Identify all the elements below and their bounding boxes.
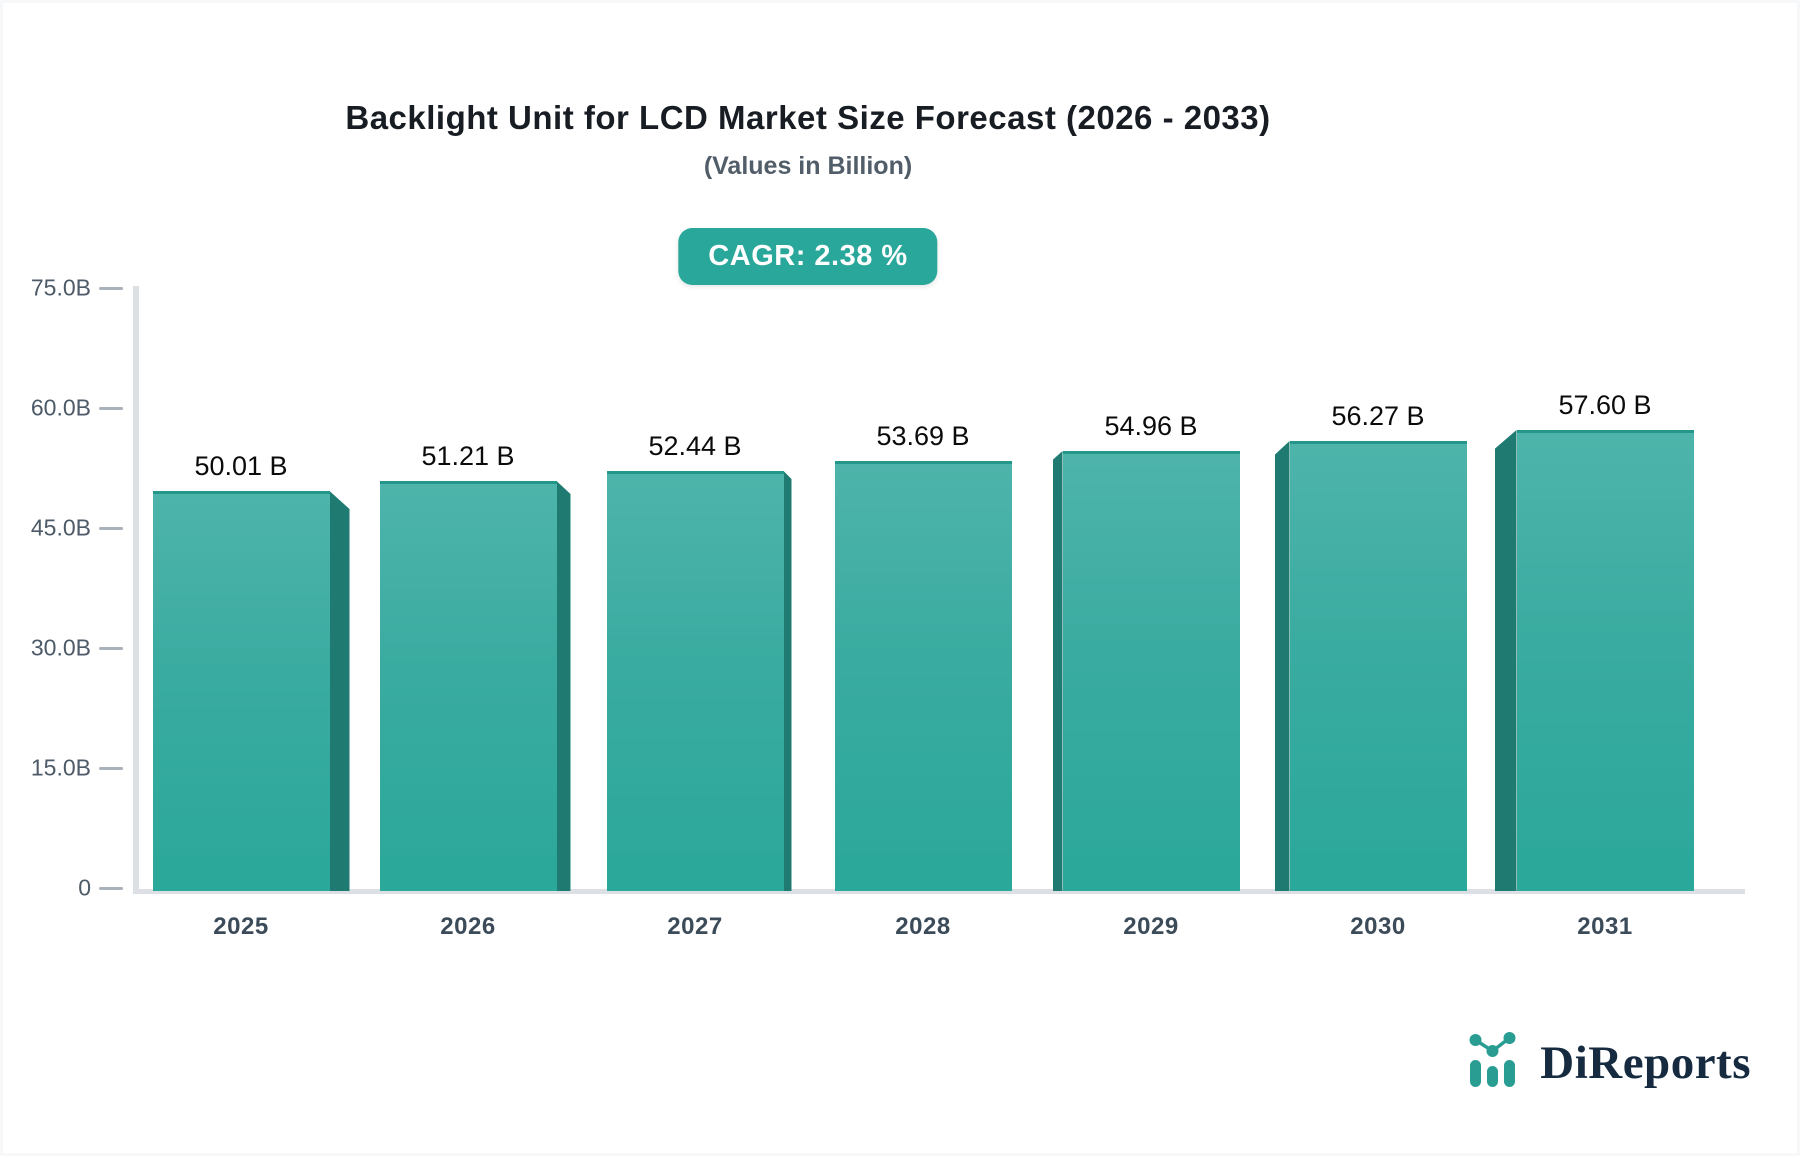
bar-2030 bbox=[1289, 441, 1467, 891]
x-axis-label-2029: 2029 bbox=[1123, 913, 1179, 940]
cagr-badge: CAGR: 2.38 % bbox=[678, 228, 938, 285]
bar-2027 bbox=[606, 471, 784, 891]
bar-3d-side-2026 bbox=[556, 481, 571, 891]
bar-2028 bbox=[834, 461, 1012, 891]
bar-3d-side-2027 bbox=[783, 471, 792, 891]
x-axis-label-2028: 2028 bbox=[895, 913, 951, 940]
y-axis-tick-label: 75.0B bbox=[30, 274, 91, 301]
bar-3d-side-2031 bbox=[1494, 430, 1517, 891]
y-axis-tick-label: 60.0B bbox=[30, 394, 91, 421]
x-axis-label-2027: 2027 bbox=[667, 913, 723, 940]
logo-text: DiReports bbox=[1540, 1037, 1751, 1089]
bar-2025 bbox=[152, 491, 330, 891]
bar-2026 bbox=[379, 481, 557, 891]
x-axis-label-2031: 2031 bbox=[1577, 913, 1633, 940]
bar-value-label-2029: 54.96 B bbox=[1104, 411, 1198, 441]
x-axis-label-2026: 2026 bbox=[440, 913, 496, 940]
x-axis-label-2025: 2025 bbox=[213, 913, 269, 940]
y-axis-tick bbox=[99, 527, 123, 530]
x-axis-line bbox=[133, 889, 1745, 894]
y-axis-line bbox=[133, 286, 139, 894]
bar-3d-side-2029 bbox=[1052, 451, 1063, 891]
y-axis-tick bbox=[99, 647, 123, 650]
y-axis-tick-label: 30.0B bbox=[30, 634, 91, 661]
bar-value-label-2031: 57.60 B bbox=[1558, 390, 1652, 420]
mini-bar-line-chart-icon bbox=[1469, 1032, 1516, 1087]
bar-value-label-2025: 50.01 B bbox=[194, 451, 288, 481]
chart-title: Backlight Unit for LCD Market Size Forec… bbox=[345, 99, 1271, 136]
y-axis-tick bbox=[99, 767, 123, 770]
bar-3d-side-2030 bbox=[1274, 441, 1290, 891]
y-axis-tick-label: 45.0B bbox=[30, 514, 91, 541]
y-axis-tick bbox=[99, 887, 123, 890]
bar-value-label-2027: 52.44 B bbox=[648, 431, 742, 461]
direports-logo: DiReports bbox=[1468, 1031, 1751, 1087]
y-axis-tick bbox=[99, 407, 123, 410]
bar-value-label-2026: 51.21 B bbox=[421, 441, 515, 471]
bar-2029 bbox=[1062, 451, 1240, 891]
bar-value-label-2028: 53.69 B bbox=[876, 421, 970, 451]
y-axis-tick-label: 0 bbox=[78, 874, 91, 901]
bar-3d-side-2025 bbox=[329, 491, 350, 891]
bar-value-label-2030: 56.27 B bbox=[1331, 401, 1425, 431]
y-axis-tick-label: 15.0B bbox=[30, 754, 91, 781]
y-axis-tick bbox=[99, 287, 123, 290]
chart-subtitle: (Values in Billion) bbox=[703, 152, 913, 180]
bar-2031 bbox=[1516, 430, 1694, 891]
x-axis-label-2030: 2030 bbox=[1350, 913, 1406, 940]
